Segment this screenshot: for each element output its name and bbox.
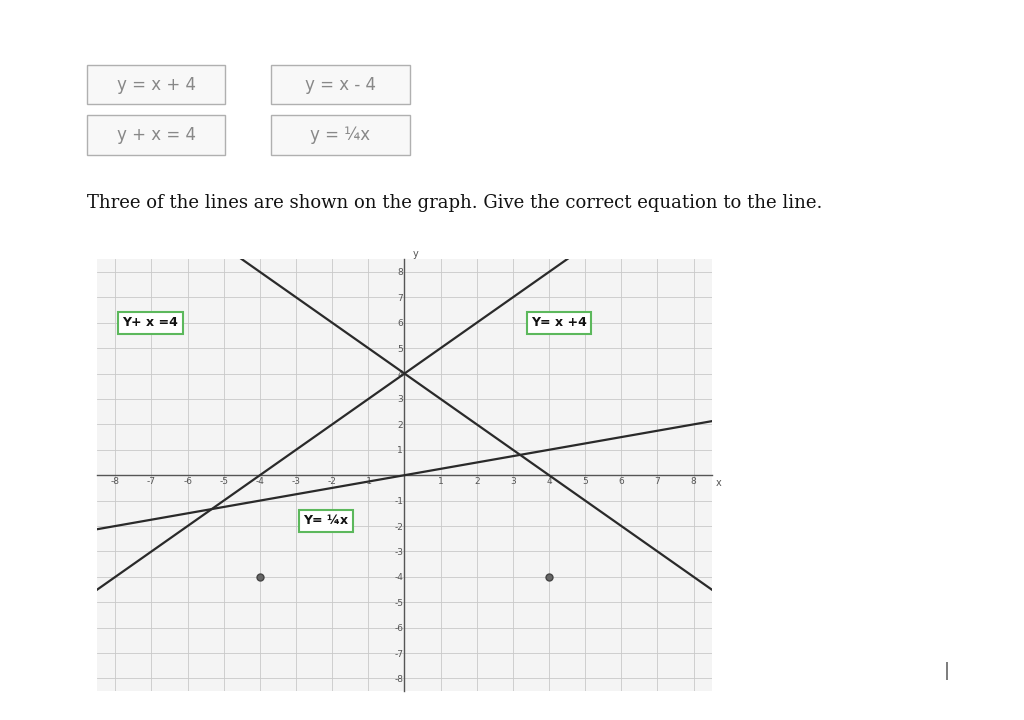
Text: y = ¼x: y = ¼x [310, 126, 371, 144]
FancyBboxPatch shape [87, 65, 225, 104]
Text: y + x = 4: y + x = 4 [117, 126, 196, 144]
Text: x: x [716, 478, 722, 488]
FancyBboxPatch shape [271, 115, 410, 155]
Text: y = x + 4: y = x + 4 [117, 76, 196, 94]
FancyBboxPatch shape [87, 115, 225, 155]
Text: y: y [413, 249, 418, 259]
Text: y = x - 4: y = x - 4 [305, 76, 376, 94]
Text: Y+ x =4: Y+ x =4 [123, 316, 178, 329]
Text: Y= x +4: Y= x +4 [531, 316, 587, 329]
Text: Y= ¼x: Y= ¼x [303, 515, 348, 528]
Text: Three of the lines are shown on the graph. Give the correct equation to the line: Three of the lines are shown on the grap… [87, 194, 822, 212]
Text: |: | [944, 662, 950, 680]
FancyBboxPatch shape [271, 65, 410, 104]
